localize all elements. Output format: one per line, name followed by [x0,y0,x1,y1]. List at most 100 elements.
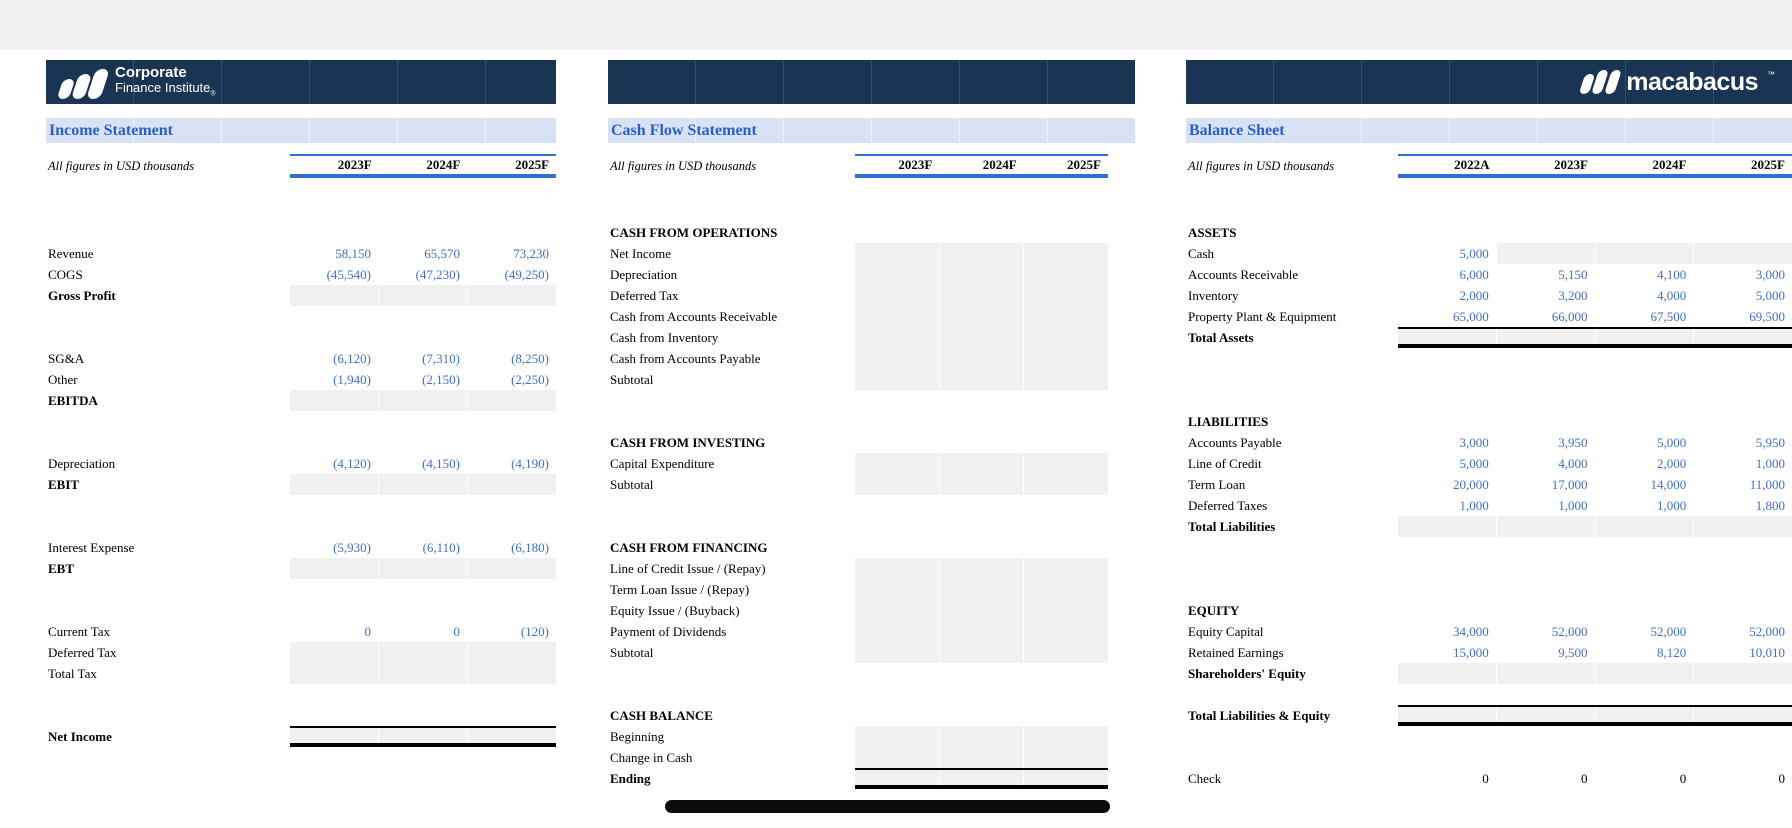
table-row: Depreciation (4,120) (4,150) (4,190) [46,453,556,474]
value-cell [1023,621,1109,642]
column-header: 2024F [982,157,1017,172]
value-cells: 5,000 4,000 2,000 1,000 [1398,453,1792,474]
value-cell: 67,500 [1594,306,1694,327]
spacer-row [1186,747,1792,768]
value-cells [855,747,1109,768]
statement-title-banner: Income Statement [46,118,556,143]
value-cell [1495,329,1595,344]
table-row: Total Liabilities & Equity [1186,705,1792,726]
value-cell: 3,000 [1693,264,1792,285]
value-cell [1023,770,1109,785]
table-row: Total Assets [1186,327,1792,348]
value-cell: 0 [1482,770,1489,786]
column-header: 2024F [426,157,461,172]
value-cell [1693,663,1792,684]
value-cell [855,243,939,264]
year-column-headers: 2022A 2023F 2024F 2025F [1398,154,1792,178]
cfi-logo-line2: Finance Institute® [115,79,216,98]
spacer-row [608,180,1108,201]
value-cell: 11,000 [1693,474,1792,495]
value-cell [938,327,1024,348]
table-row: Subtotal [608,369,1109,390]
row-label: Equity Capital [1188,623,1264,639]
table-row: CASH FROM INVESTING [608,432,1108,453]
column-header: 2023F [337,157,372,172]
value-cell [938,642,1024,663]
value-cell [1398,663,1496,684]
value-cell [938,453,1024,474]
value-cell: 5,150 [1495,264,1595,285]
row-label: Term Loan Issue / (Repay) [610,581,750,597]
value-cell: 0 [1594,768,1694,789]
value-cells [1398,327,1792,348]
registered-mark: ® [210,90,216,98]
units-note: All figures in USD thousands [48,158,195,173]
table-row: Beginning [608,726,1109,747]
value-cell [1594,516,1694,537]
value-cell [1594,707,1694,722]
value-cell [1023,747,1109,768]
row-label: Payment of Dividends [610,623,727,639]
value-cell [1023,558,1109,579]
column-header: 2023F [1554,157,1588,172]
spacer-row [46,684,556,705]
value-cell: 0 [1693,768,1792,789]
value-cells [855,726,1109,747]
value-cell [855,579,939,600]
value-cell [1023,285,1109,306]
value-cell: 0 [1495,768,1595,789]
row-label: Interest Expense [48,539,135,555]
value-cells [290,390,556,411]
spacer-row [1186,558,1792,579]
cash-flow-statement-panel: Cash Flow Statement All figures in USD t… [608,60,1135,789]
value-cell: 4,000 [1495,453,1595,474]
value-cell: 1,000 [1495,495,1595,516]
header-row: All figures in USD thousands 2023F 2024F 2… [46,154,556,178]
spacer-row [608,663,1108,684]
value-cell: (45,540) [326,266,371,282]
value-cell [467,474,556,495]
cfi-logo-line1: Corporate [115,64,187,82]
horizontal-scrollbar[interactable] [665,800,1110,813]
value-cell: 52,000 [1594,621,1694,642]
section-header: LIABILITIES [1188,413,1269,429]
value-cell: 52,000 [1495,621,1595,642]
value-cell [855,621,939,642]
value-cell: 1,000 [1459,497,1489,513]
value-cell [855,285,939,306]
column-header: 2023F [898,157,933,172]
row-label: Revenue [48,245,94,261]
value-cells [855,600,1109,621]
column-header: 2025F [1067,157,1101,172]
value-cells [855,264,1109,285]
value-cell: (49,250) [467,264,556,285]
value-cell: (6,110) [378,537,467,558]
value-cells [855,768,1109,789]
value-cell [378,642,467,663]
value-cell [855,642,939,663]
value-cell [1023,264,1109,285]
trademark-mark: ™ [1767,69,1775,79]
table-row: Equity Capital 34,000 52,000 52,000 52,000 [1186,621,1792,642]
spacer-row [1186,684,1792,705]
value-cells [855,285,1109,306]
navy-header-bar: Corporate Finance Institute® [46,60,556,104]
spacer-row [608,390,1108,411]
value-cell [1495,663,1595,684]
value-cell [290,390,378,411]
value-cell [290,285,378,306]
value-cell [378,285,467,306]
navy-header-bar: macabacus ™ [1186,60,1792,104]
value-cells: (4,120) (4,150) (4,190) [290,453,556,474]
row-label: Gross Profit [48,287,116,303]
value-cell: (2,250) [467,369,556,390]
table-row: CASH FROM FINANCING [608,537,1108,558]
value-cell: (47,230) [378,264,467,285]
table-row: EBITDA [46,390,556,411]
row-label: Net Income [48,728,112,744]
value-cell [938,474,1024,495]
value-cell [938,348,1024,369]
statement-title: Balance Sheet [1189,122,1285,139]
table-row: Current Tax 0 0 (120) [46,621,556,642]
value-cell: 6,000 [1459,266,1489,282]
